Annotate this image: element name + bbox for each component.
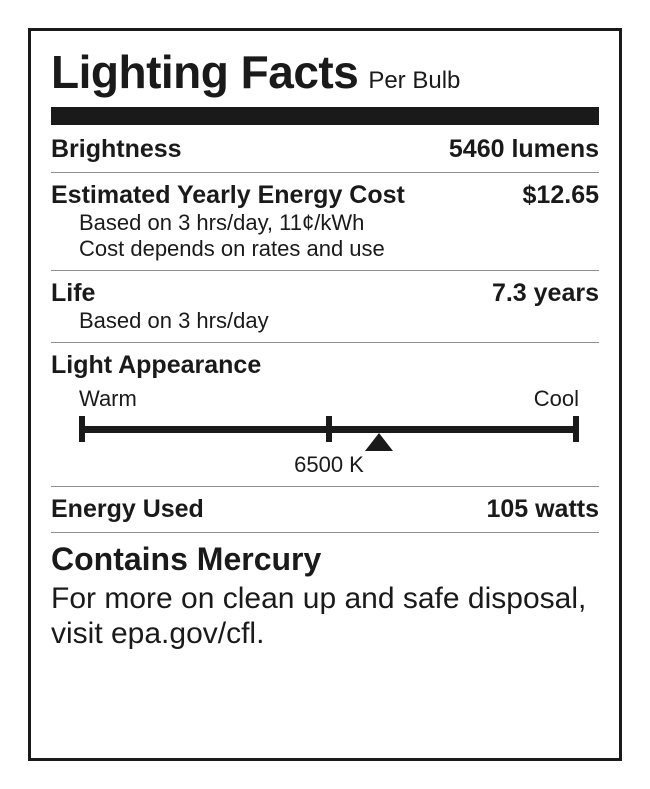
thick-rule [51, 107, 599, 125]
appearance-scale: Warm Cool 6500 K [79, 386, 579, 478]
cost-label: Estimated Yearly Energy Cost [51, 181, 405, 210]
divider [51, 270, 599, 271]
scale-bar [79, 416, 579, 450]
divider [51, 532, 599, 533]
mercury-body: For more on clean up and safe disposal, … [51, 582, 599, 651]
energy-label: Energy Used [51, 495, 204, 524]
brightness-row: Brightness 5460 lumens [51, 135, 599, 164]
title-subtext: Per Bulb [368, 67, 460, 95]
cost-sub1: Based on 3 hrs/day, 11¢/kWh [79, 210, 599, 236]
divider [51, 342, 599, 343]
life-sub: Based on 3 hrs/day [79, 308, 599, 334]
scale-pointer [365, 433, 393, 451]
energy-row: Energy Used 105 watts [51, 495, 599, 524]
scale-line [79, 426, 579, 433]
scale-cool-label: Cool [534, 386, 579, 412]
title-row: Lighting Facts Per Bulb [51, 45, 599, 99]
life-row: Life 7.3 years [51, 279, 599, 308]
scale-warm-label: Warm [79, 386, 137, 412]
cost-sub2: Cost depends on rates and use [79, 236, 599, 262]
lighting-facts-panel: Lighting Facts Per Bulb Brightness 5460 … [28, 28, 622, 761]
title: Lighting Facts [51, 45, 358, 99]
life-value: 7.3 years [492, 279, 599, 308]
energy-value: 105 watts [486, 495, 599, 524]
brightness-label: Brightness [51, 135, 182, 164]
divider [51, 172, 599, 173]
life-label: Life [51, 279, 95, 308]
appearance-label: Light Appearance [51, 351, 599, 380]
cost-value: $12.65 [523, 181, 599, 210]
cost-row: Estimated Yearly Energy Cost $12.65 [51, 181, 599, 210]
brightness-value: 5460 lumens [449, 135, 599, 164]
mercury-title: Contains Mercury [51, 541, 599, 578]
scale-value-label: 6500 K [79, 452, 579, 478]
divider [51, 486, 599, 487]
